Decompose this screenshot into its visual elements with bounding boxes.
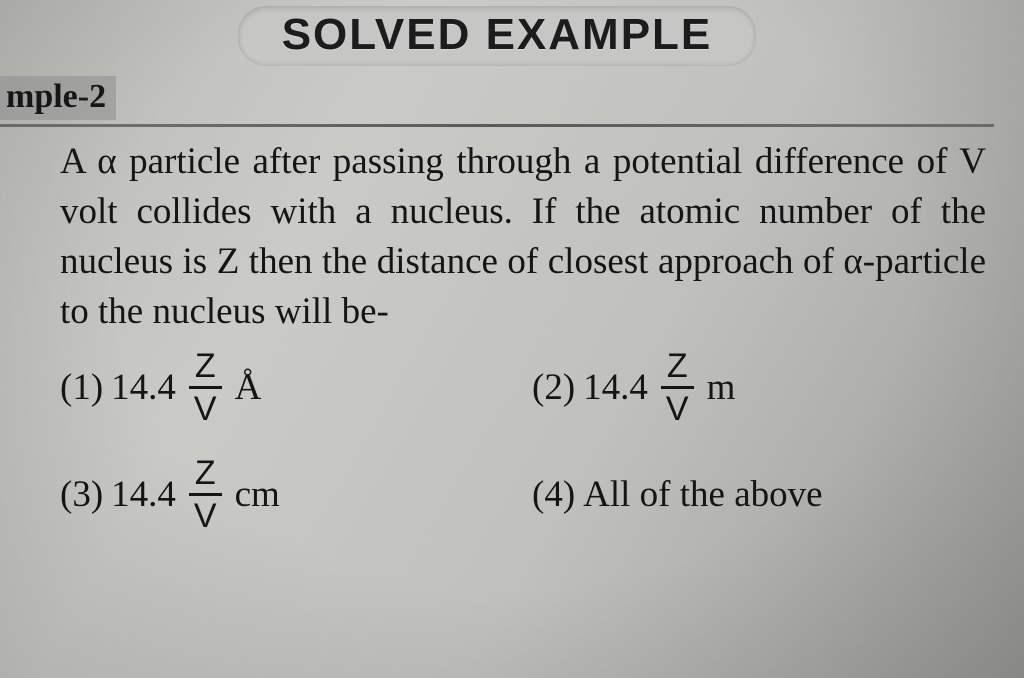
option-text: All of the above [583, 473, 822, 516]
heading-text: SOLVED EXAMPLE [282, 10, 713, 59]
heading-pill: SOLVED EXAMPLE [238, 6, 757, 66]
fraction-num: Z [189, 456, 222, 496]
fraction: Z V [660, 349, 695, 426]
option-coef: 14.4 [111, 473, 176, 516]
option-3: (3) 14.4 Z V cm [60, 456, 492, 533]
option-4: (4) All of the above [532, 456, 964, 533]
option-unit: Å [235, 366, 262, 409]
option-unit: cm [235, 473, 280, 516]
question-line: A α particle after passing through a pot… [60, 141, 904, 182]
option-number: (4) [532, 473, 575, 516]
fraction: Z V [188, 349, 223, 426]
fraction: Z V [188, 456, 223, 533]
example-label-row: mple-2 [0, 76, 994, 120]
option-1: (1) 14.4 Z V Å [60, 349, 492, 426]
option-number: (2) [532, 366, 575, 409]
separator-rule [0, 124, 994, 127]
question-text: A α particle after passing through a pot… [0, 137, 994, 337]
fraction-num: Z [189, 349, 222, 389]
fraction-den: V [660, 389, 695, 426]
option-unit: m [707, 366, 736, 409]
fraction-den: V [188, 389, 223, 426]
options-grid: (1) 14.4 Z V Å (2) 14.4 Z V m (3) 14.4 Z… [0, 337, 994, 533]
example-label: mple-2 [0, 76, 116, 120]
option-coef: 14.4 [111, 366, 176, 409]
option-coef: 14.4 [583, 366, 648, 409]
fraction-num: Z [661, 349, 694, 389]
option-number: (1) [60, 366, 103, 409]
option-2: (2) 14.4 Z V m [532, 349, 964, 426]
heading-row: SOLVED EXAMPLE [0, 6, 994, 66]
option-number: (3) [60, 473, 103, 516]
fraction-den: V [188, 496, 223, 533]
page: SOLVED EXAMPLE mple-2 A α particle after… [0, 0, 1024, 678]
